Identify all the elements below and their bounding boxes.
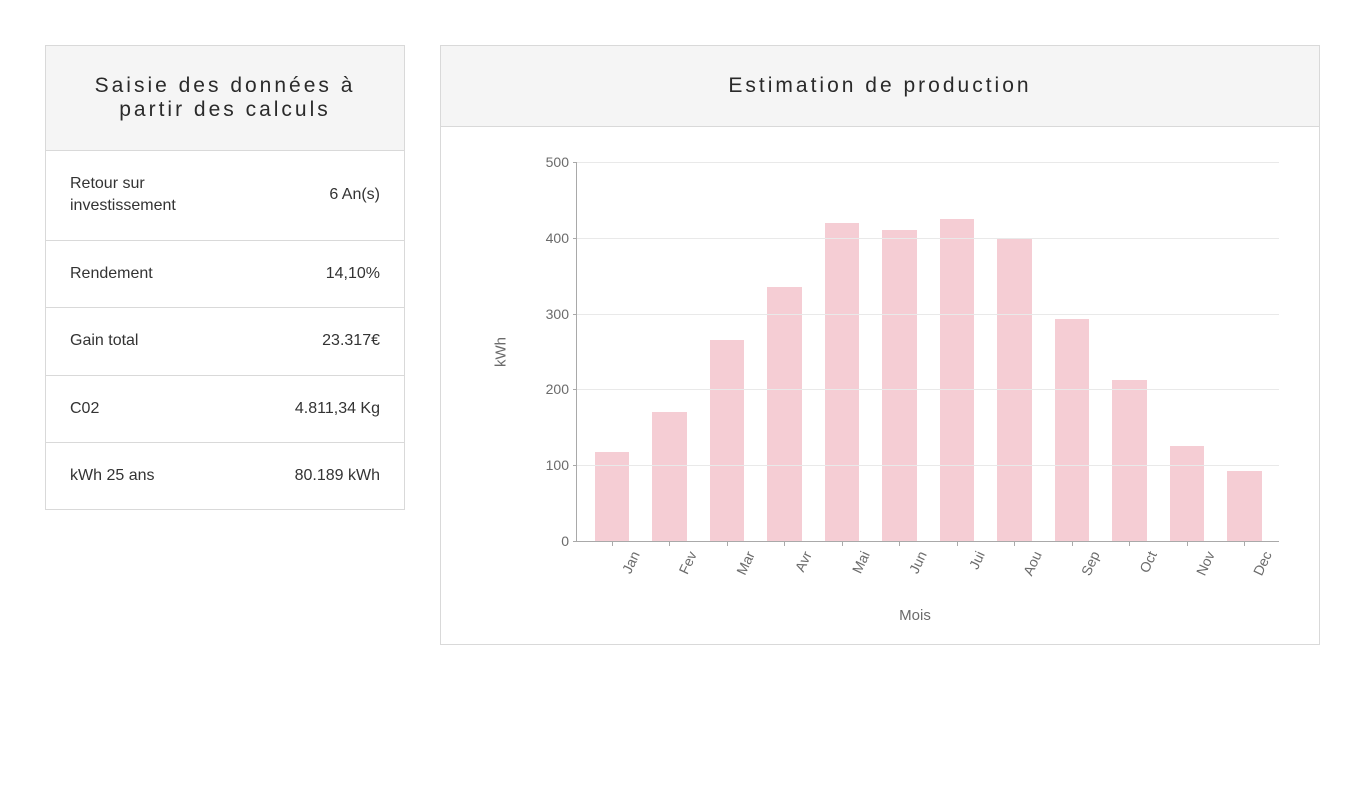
chart-xtick-label: Mai (832, 541, 872, 576)
row-label: Gain total (70, 330, 138, 352)
row-label: kWh 25 ans (70, 465, 154, 487)
table-row: C02 4.811,34 Kg (46, 376, 404, 443)
row-value: 4.811,34 Kg (295, 398, 380, 420)
chart-bar-slot: Mai (813, 162, 871, 541)
dashboard-container: Saisie des données à partir des calculs … (45, 45, 1320, 645)
chart-bar-slot: Oct (1101, 162, 1159, 541)
chart-xtick-label: Avr (775, 541, 815, 574)
chart-xtick-label: Nov (1176, 541, 1217, 578)
summary-panel-title: Saisie des données à partir des calculs (46, 46, 404, 151)
chart-ytick-label: 300 (546, 306, 577, 322)
chart-xtick-label: Dec (1234, 541, 1275, 578)
chart-xtick-label: Mar (717, 541, 758, 577)
chart-panel: Estimation de production kWh JanFevMarAv… (440, 45, 1320, 645)
table-row: Gain total 23.317€ (46, 308, 404, 375)
chart-ytick-label: 0 (561, 533, 577, 549)
chart-xtick-label: Oct (1120, 541, 1160, 575)
chart-xtick-label: Jan (602, 541, 642, 576)
chart-wrap: kWh JanFevMarAvrMaiJunJuiAouSepOctNovDec… (441, 127, 1319, 644)
chart-ytick-label: 200 (546, 381, 577, 397)
chart-bar (1170, 446, 1205, 541)
chart-gridline (577, 162, 1279, 163)
chart-ytick-label: 100 (546, 457, 577, 473)
table-row: kWh 25 ans 80.189 kWh (46, 443, 404, 509)
chart-bar (825, 223, 860, 541)
chart-bar-slot: Jan (583, 162, 641, 541)
chart-bar-slot: Jui (928, 162, 986, 541)
chart-bar-slot: Aou (986, 162, 1044, 541)
chart-bar-slot: Fev (641, 162, 699, 541)
chart-xtick-label: Fev (659, 541, 700, 577)
chart-bar (767, 287, 802, 541)
chart-title: Estimation de production (441, 46, 1319, 127)
data-summary-panel: Saisie des données à partir des calculs … (45, 45, 405, 510)
chart-bar (1112, 380, 1147, 541)
row-value: 23.317€ (322, 330, 380, 352)
chart-bar (652, 412, 687, 541)
row-label: Retour sur investissement (70, 173, 241, 218)
chart-bar (940, 219, 975, 541)
table-row: Rendement 14,10% (46, 241, 404, 308)
chart-xtick-label: Jui (949, 541, 987, 572)
row-label: Rendement (70, 263, 153, 285)
chart-ytick-label: 500 (546, 154, 577, 170)
chart-gridline (577, 389, 1279, 390)
chart-bars: JanFevMarAvrMaiJunJuiAouSepOctNovDec (577, 162, 1279, 541)
chart-bar-slot: Mar (698, 162, 756, 541)
chart-gridline (577, 238, 1279, 239)
row-value: 80.189 kWh (295, 465, 380, 487)
row-value: 14,10% (326, 263, 380, 285)
chart-bar-slot: Dec (1216, 162, 1274, 541)
row-value: 6 An(s) (329, 184, 380, 206)
chart-bar-slot: Jun (871, 162, 929, 541)
summary-rows: Retour sur investissement 6 An(s) Rendemen… (46, 151, 404, 509)
chart-area: kWh JanFevMarAvrMaiJunJuiAouSepOctNovDec… (541, 162, 1279, 542)
chart-bar (1055, 319, 1090, 541)
chart-bar-slot: Avr (756, 162, 814, 541)
chart-bar (710, 340, 745, 541)
chart-xlabel: Mois (541, 607, 1289, 624)
chart-ytick-label: 400 (546, 230, 577, 246)
chart-gridline (577, 465, 1279, 466)
chart-bar (882, 230, 917, 541)
chart-xtick-label: Sep (1061, 541, 1102, 578)
table-row: Retour sur investissement 6 An(s) (46, 151, 404, 241)
chart-xtick-label: Aou (1004, 541, 1045, 578)
chart-bar (1227, 471, 1262, 541)
chart-xtick-label: Jun (890, 541, 930, 576)
chart-plot: JanFevMarAvrMaiJunJuiAouSepOctNovDec 010… (576, 162, 1279, 542)
chart-bar-slot: Sep (1043, 162, 1101, 541)
chart-bar-slot: Nov (1158, 162, 1216, 541)
chart-gridline (577, 314, 1279, 315)
row-label: C02 (70, 398, 99, 420)
chart-ylabel: kWh (493, 337, 510, 367)
